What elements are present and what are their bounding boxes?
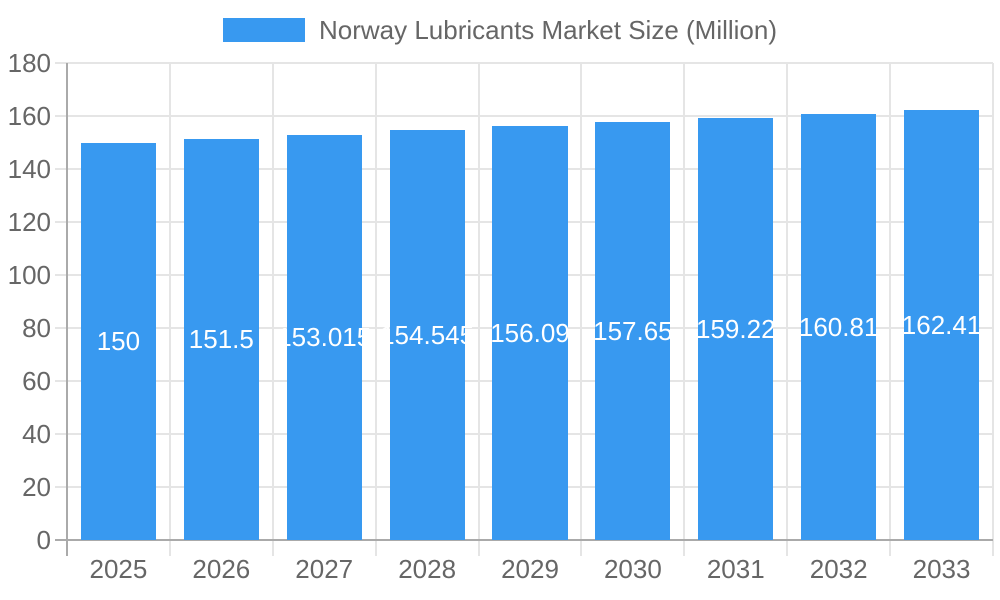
bar: 156.09 xyxy=(490,126,570,540)
h-gridline xyxy=(67,114,993,117)
v-gridline xyxy=(477,63,480,556)
y-axis-tick-label: 0 xyxy=(36,525,51,555)
x-axis-tick-label: 2030 xyxy=(603,554,662,584)
legend-label: Norway Lubricants Market Size (Million) xyxy=(318,15,778,45)
bar-value-label: 153.015 xyxy=(277,322,372,353)
bar: 160.81 xyxy=(798,113,879,540)
y-tick-mark xyxy=(55,433,67,435)
x-axis-tick-label: 2027 xyxy=(295,554,354,584)
h-gridline xyxy=(67,62,993,64)
y-tick-mark xyxy=(55,114,67,117)
bar: 150 xyxy=(80,142,156,540)
bar: 154.545 xyxy=(380,130,474,540)
plot-area: 0 20 40 60 80 100 120 140 160 180 150 2025 151.5 2026… xyxy=(8,50,994,582)
y-axis-tick-label: 40 xyxy=(22,419,51,449)
v-gridline xyxy=(786,63,789,556)
y-axis-tick-label: 100 xyxy=(7,260,51,290)
bar: 162.41 xyxy=(901,109,982,540)
x-axis-tick-label: 2032 xyxy=(809,554,868,584)
y-tick-mark xyxy=(55,327,67,329)
y-axis-tick-label: 60 xyxy=(22,365,51,396)
v-gridline xyxy=(580,63,583,556)
x-axis-tick-label: 2033 xyxy=(912,554,971,584)
y-tick-mark xyxy=(55,273,67,276)
bar: 159.22 xyxy=(696,118,776,540)
legend-item[interactable]: Norway Lubricants Market Size (Million) xyxy=(0,16,1000,45)
bar-value-label: 157.65 xyxy=(593,316,673,347)
bar-value-label: 162.41 xyxy=(901,309,982,340)
y-tick-mark xyxy=(55,167,67,170)
y-axis-tick-label: 160 xyxy=(7,101,51,131)
v-gridline xyxy=(168,63,171,556)
legend-swatch xyxy=(222,18,305,43)
bar-value-label: 160.81 xyxy=(798,311,879,342)
x-axis-tick-label: 2029 xyxy=(501,554,559,584)
v-gridline xyxy=(992,63,994,556)
bar-value-label: 151.5 xyxy=(188,324,254,355)
y-tick-mark xyxy=(55,220,67,223)
x-axis-line xyxy=(67,539,993,541)
y-tick-mark xyxy=(55,379,67,382)
v-gridline xyxy=(683,63,686,556)
v-gridline xyxy=(889,63,892,556)
x-axis-tick-label: 2031 xyxy=(706,554,765,584)
y-axis-tick-label: 140 xyxy=(7,154,51,184)
bar-value-label: 150 xyxy=(96,326,141,357)
v-gridline xyxy=(374,63,377,556)
y-axis-tick-label: 80 xyxy=(22,313,51,343)
y-axis-tick-label: 180 xyxy=(7,48,51,78)
bar-value-label: 156.09 xyxy=(490,318,570,349)
x-axis-tick-label: 2025 xyxy=(89,554,148,584)
x-axis-tick-label: 2028 xyxy=(398,554,457,584)
y-axis-line xyxy=(66,63,68,556)
x-axis-tick-label: 2026 xyxy=(192,554,251,584)
y-tick-mark xyxy=(55,62,67,64)
y-axis-tick-label: 120 xyxy=(7,206,51,237)
bar: 153.015 xyxy=(277,134,371,540)
bar-value-label: 159.22 xyxy=(696,314,776,345)
y-tick-mark xyxy=(55,485,67,488)
y-tick-mark xyxy=(55,539,67,541)
y-axis-tick-label: 20 xyxy=(22,472,51,502)
v-gridline xyxy=(271,63,274,556)
bar-value-label: 154.545 xyxy=(380,320,475,351)
bar: 157.65 xyxy=(593,122,673,540)
bar: 151.5 xyxy=(183,138,259,540)
